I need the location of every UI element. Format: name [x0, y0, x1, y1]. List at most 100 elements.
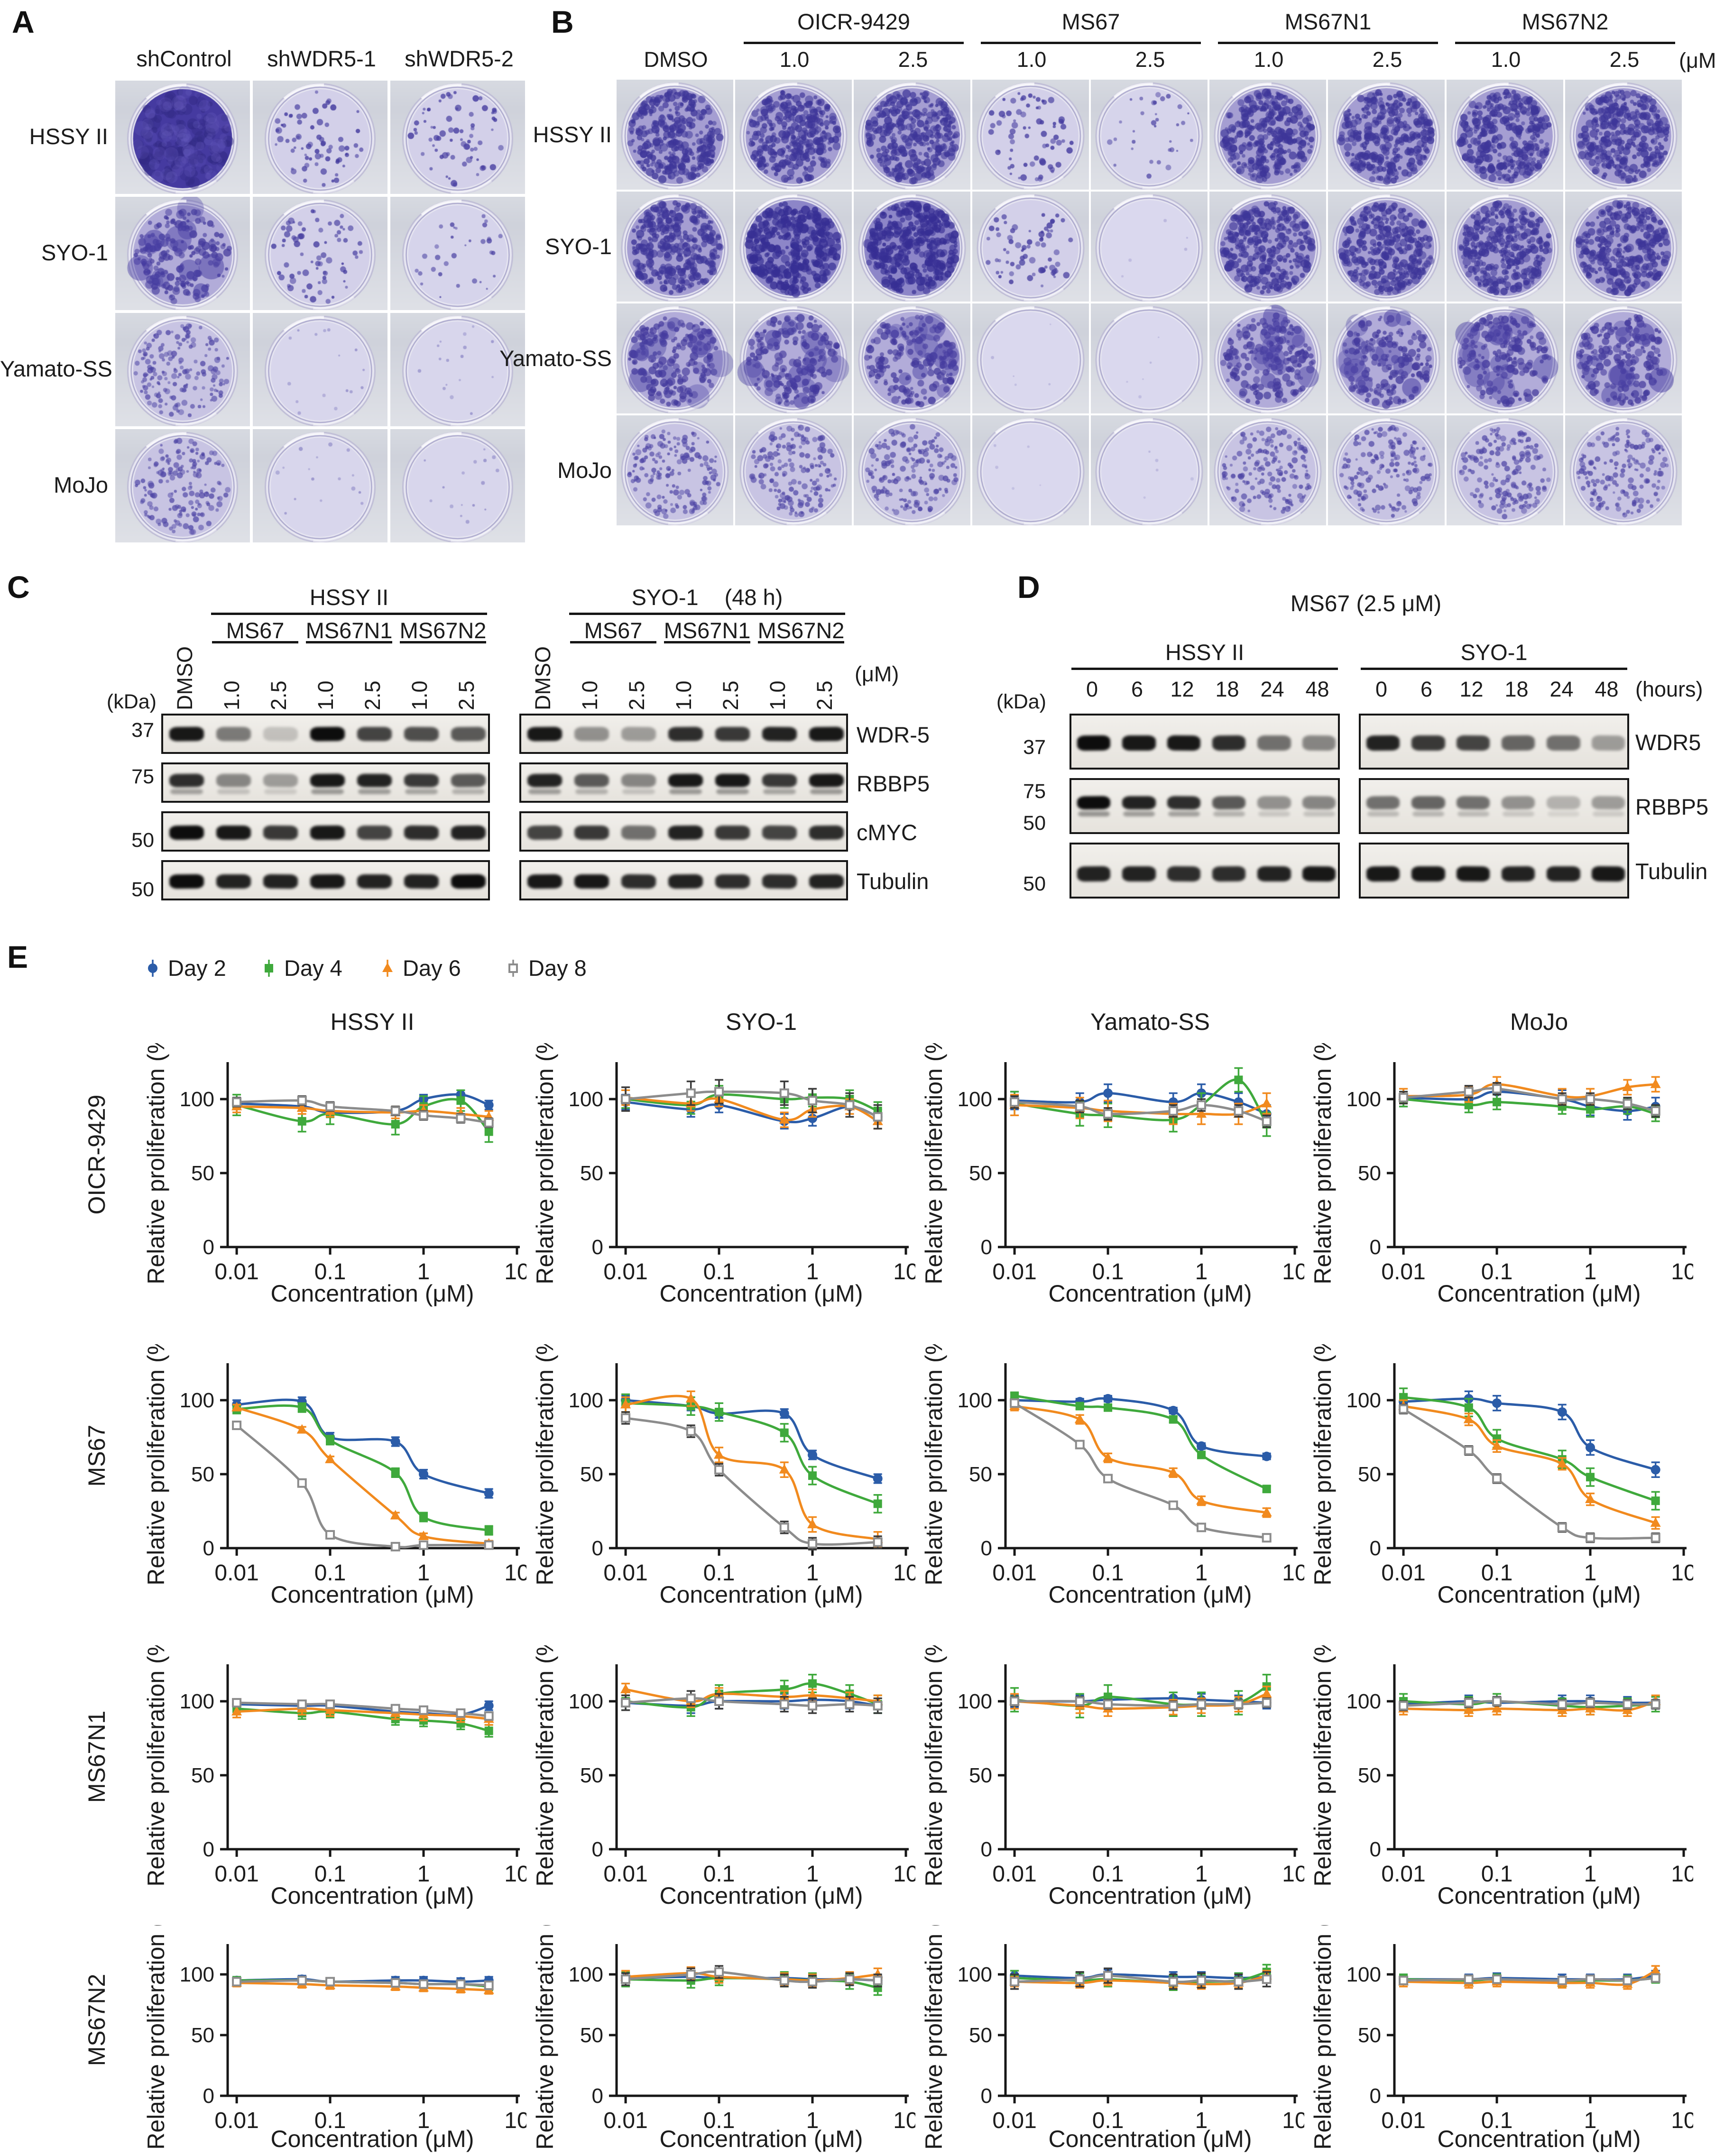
protein-band — [216, 727, 251, 741]
panel-d-unit-label: (hours) — [1635, 677, 1703, 701]
protein-band — [1502, 866, 1535, 882]
svg-text:0.01: 0.01 — [1381, 1259, 1425, 1284]
protein-band — [404, 874, 439, 889]
colony-dish-b — [617, 192, 733, 304]
colony-dish-canvas — [617, 415, 733, 525]
blot-group-underline — [570, 641, 656, 643]
protein-band-doublet — [1548, 811, 1579, 817]
protein-band — [1411, 796, 1445, 809]
colony-dish-b — [854, 80, 970, 192]
series-day-8 — [1399, 1082, 1660, 1118]
protein-band — [527, 874, 562, 889]
axis — [1393, 1062, 1687, 1248]
panel-c-unit-label: (μM) — [855, 662, 899, 686]
svg-text:100: 100 — [569, 1389, 603, 1412]
y-axis-label: Relative proliferation (%) — [921, 1925, 947, 2150]
colony-dish-canvas — [115, 429, 250, 542]
protein-band — [1592, 796, 1625, 810]
colony-dish-b — [735, 192, 852, 304]
protein-band — [357, 774, 392, 787]
colony-dish-canvas — [1328, 303, 1445, 413]
chart-col-title: SYO-1 — [725, 1009, 797, 1035]
svg-text:100: 100 — [958, 1963, 992, 1986]
svg-text:0: 0 — [1370, 1537, 1381, 1560]
colony-dish-canvas — [390, 313, 525, 426]
protein-band — [169, 825, 204, 840]
colony-dish-canvas — [854, 303, 970, 413]
colony-dish-canvas — [735, 80, 852, 190]
svg-text:50: 50 — [1358, 2024, 1381, 2047]
panel-b-row-label: MoJo — [557, 458, 612, 483]
y-axis-label: Relative proliferation (%) — [143, 1344, 169, 1586]
panel-b-group-underline — [1455, 42, 1675, 44]
x-axis-label: Concentration (μM) — [271, 1882, 474, 1909]
protein-band — [1502, 796, 1535, 810]
chart-row-label: MS67 — [83, 1424, 110, 1487]
protein-band — [451, 825, 486, 840]
axis — [226, 1664, 520, 1851]
colony-dish-canvas — [1209, 415, 1326, 525]
blot-box — [161, 860, 490, 900]
blot-group-underline — [212, 641, 298, 643]
protein-band — [404, 825, 439, 840]
colony-dish-b — [1447, 80, 1563, 192]
colony-dish-b — [1209, 80, 1326, 192]
svg-text:0: 0 — [1370, 2084, 1381, 2108]
protein-band — [1167, 796, 1201, 810]
svg-text:0: 0 — [981, 1838, 992, 1861]
svg-text:0.1: 0.1 — [1092, 1560, 1124, 1586]
series-day-8 — [232, 1975, 494, 1991]
svg-text:0: 0 — [203, 1236, 214, 1259]
kda-value: 37 — [131, 719, 154, 742]
series-day-2 — [1399, 1390, 1660, 1478]
colony-dish-canvas — [1565, 192, 1682, 302]
y-axis-label: Relative proliferation (%) — [532, 1043, 558, 1284]
blot-group-label: MS67 — [584, 618, 643, 643]
svg-text:0.1: 0.1 — [703, 2108, 735, 2133]
protein-band — [715, 727, 750, 741]
protein-band — [621, 825, 656, 840]
protein-band — [1302, 796, 1336, 810]
protein-band-doublet — [763, 789, 796, 794]
svg-text:50: 50 — [969, 1463, 992, 1486]
colony-dish-b — [1091, 192, 1208, 304]
svg-text:0.1: 0.1 — [314, 1259, 346, 1284]
panel-b-dose-label: 2.5 — [1135, 47, 1165, 72]
svg-text:100: 100 — [569, 1963, 603, 1986]
protein-band — [451, 773, 486, 788]
svg-text:1: 1 — [1584, 2108, 1597, 2133]
colony-dish-b — [1209, 303, 1326, 416]
panel-b-row-label: Yamato-SS — [499, 346, 612, 371]
blot-box — [519, 860, 848, 900]
protein-band — [809, 825, 844, 840]
panel-b-row-label: HSSY II — [533, 122, 612, 147]
svg-text:0: 0 — [592, 2084, 603, 2108]
series-day-8 — [621, 1690, 883, 1714]
svg-text:50: 50 — [969, 1162, 992, 1185]
blot-lane-label: 1.0 — [577, 680, 602, 710]
svg-text:50: 50 — [1358, 1463, 1381, 1486]
svg-text:1: 1 — [1584, 1259, 1597, 1284]
svg-text:100: 100 — [180, 1963, 214, 1986]
y-axis-label: Relative proliferation (%) — [921, 1344, 947, 1586]
colony-dish-a — [115, 313, 250, 429]
panel-b-group-underline — [744, 42, 964, 44]
svg-text:0.1: 0.1 — [314, 1862, 346, 1887]
protein-band — [1212, 866, 1246, 882]
colony-dish-b — [735, 415, 852, 528]
svg-text:0.01: 0.01 — [992, 1259, 1036, 1284]
x-axis-label: Concentration (μM) — [660, 1882, 863, 1909]
panel-b-dose-label: 1.0 — [779, 47, 810, 72]
panel-b-dose-label: 2.5 — [1609, 47, 1640, 72]
protein-band — [1122, 866, 1156, 881]
svg-text:0.01: 0.01 — [603, 1560, 647, 1586]
day-6-marker-icon — [382, 959, 393, 977]
colony-dish-canvas — [1209, 303, 1326, 413]
day-4-marker-icon — [265, 959, 273, 977]
svg-text:0: 0 — [203, 1537, 214, 1560]
svg-text:10: 10 — [1282, 1560, 1304, 1586]
svg-text:100: 100 — [958, 1389, 992, 1412]
axis — [615, 1062, 909, 1248]
x-axis-label: Concentration (μM) — [1049, 1882, 1252, 1909]
protein-band-doublet — [1457, 811, 1489, 817]
